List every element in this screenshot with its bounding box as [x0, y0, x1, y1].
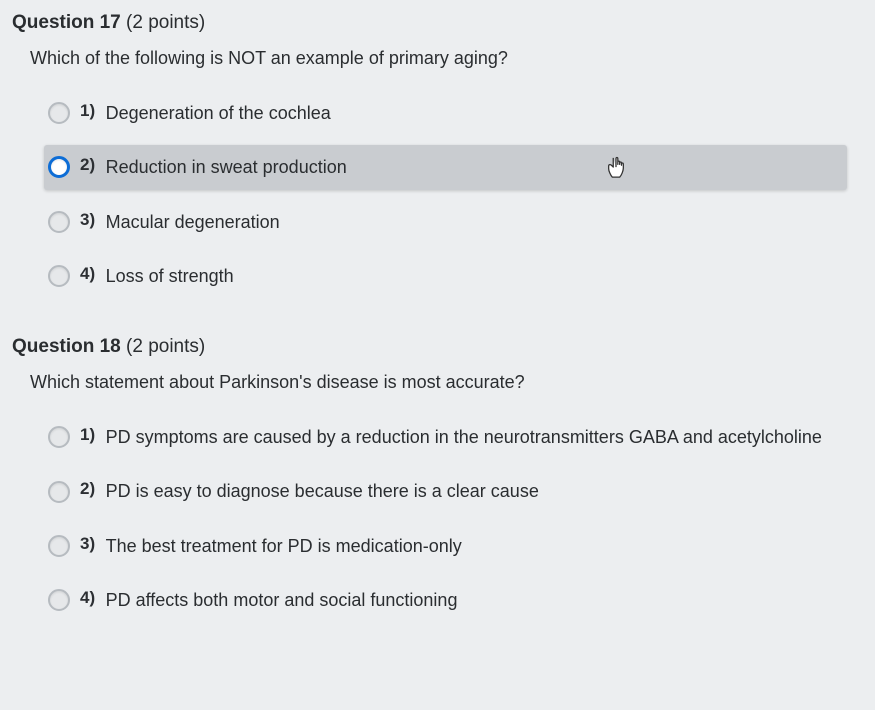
- question-header: Question 18 (2 points): [12, 336, 875, 358]
- options-list: 1) Degeneration of the cochlea 2) Reduct…: [44, 91, 875, 298]
- question-points: (2 points): [126, 12, 205, 33]
- question-prompt: Which of the following is NOT an example…: [30, 48, 875, 69]
- question-number: Question 18: [12, 336, 121, 357]
- radio-icon[interactable]: [48, 481, 70, 503]
- option-number: 2): [80, 479, 95, 498]
- option-number: 1): [80, 425, 95, 444]
- question-block-18: Question 18 (2 points) Which statement a…: [12, 336, 875, 622]
- option-3[interactable]: 3) Macular degeneration: [44, 200, 875, 244]
- option-label: 1) PD symptoms are caused by a reduction…: [80, 425, 863, 449]
- option-4[interactable]: 4) PD affects both motor and social func…: [44, 578, 875, 622]
- quiz-container: Question 17 (2 points) Which of the foll…: [12, 12, 875, 622]
- option-label: 4) PD affects both motor and social func…: [80, 588, 863, 612]
- radio-icon[interactable]: [48, 589, 70, 611]
- option-number: 3): [80, 210, 95, 229]
- question-points: (2 points): [126, 336, 205, 357]
- option-label: 4) Loss of strength: [80, 264, 863, 288]
- radio-icon[interactable]: [48, 535, 70, 557]
- option-number: 4): [80, 264, 95, 283]
- option-number: 1): [80, 101, 95, 120]
- option-number: 2): [80, 155, 95, 174]
- option-label: 3) The best treatment for PD is medicati…: [80, 534, 863, 558]
- question-number: Question 17: [12, 12, 121, 33]
- radio-icon[interactable]: [48, 156, 70, 178]
- option-number: 4): [80, 588, 95, 607]
- option-text: Degeneration of the cochlea: [106, 103, 331, 123]
- option-1[interactable]: 1) Degeneration of the cochlea: [44, 91, 875, 135]
- option-text: The best treatment for PD is medication-…: [106, 536, 462, 556]
- option-text: Macular degeneration: [106, 212, 280, 232]
- option-label: 2) PD is easy to diagnose because there …: [80, 479, 863, 503]
- option-2[interactable]: 2) PD is easy to diagnose because there …: [44, 469, 875, 513]
- option-text: PD symptoms are caused by a reduction in…: [106, 427, 822, 447]
- radio-icon[interactable]: [48, 426, 70, 448]
- option-text: Reduction in sweat production: [106, 157, 347, 177]
- option-label: 3) Macular degeneration: [80, 210, 863, 234]
- option-label: 2) Reduction in sweat production: [80, 155, 835, 179]
- option-text: Loss of strength: [106, 266, 234, 286]
- option-1[interactable]: 1) PD symptoms are caused by a reduction…: [44, 415, 875, 459]
- option-text: PD affects both motor and social functio…: [106, 590, 458, 610]
- option-label: 1) Degeneration of the cochlea: [80, 101, 863, 125]
- option-number: 3): [80, 534, 95, 553]
- option-3[interactable]: 3) The best treatment for PD is medicati…: [44, 524, 875, 568]
- radio-icon[interactable]: [48, 211, 70, 233]
- radio-icon[interactable]: [48, 102, 70, 124]
- options-list: 1) PD symptoms are caused by a reduction…: [44, 415, 875, 622]
- option-2[interactable]: 2) Reduction in sweat production: [44, 145, 847, 189]
- question-prompt: Which statement about Parkinson's diseas…: [30, 372, 875, 393]
- question-header: Question 17 (2 points): [12, 12, 875, 34]
- radio-icon[interactable]: [48, 265, 70, 287]
- question-block-17: Question 17 (2 points) Which of the foll…: [12, 12, 875, 298]
- option-4[interactable]: 4) Loss of strength: [44, 254, 875, 298]
- option-text: PD is easy to diagnose because there is …: [106, 481, 539, 501]
